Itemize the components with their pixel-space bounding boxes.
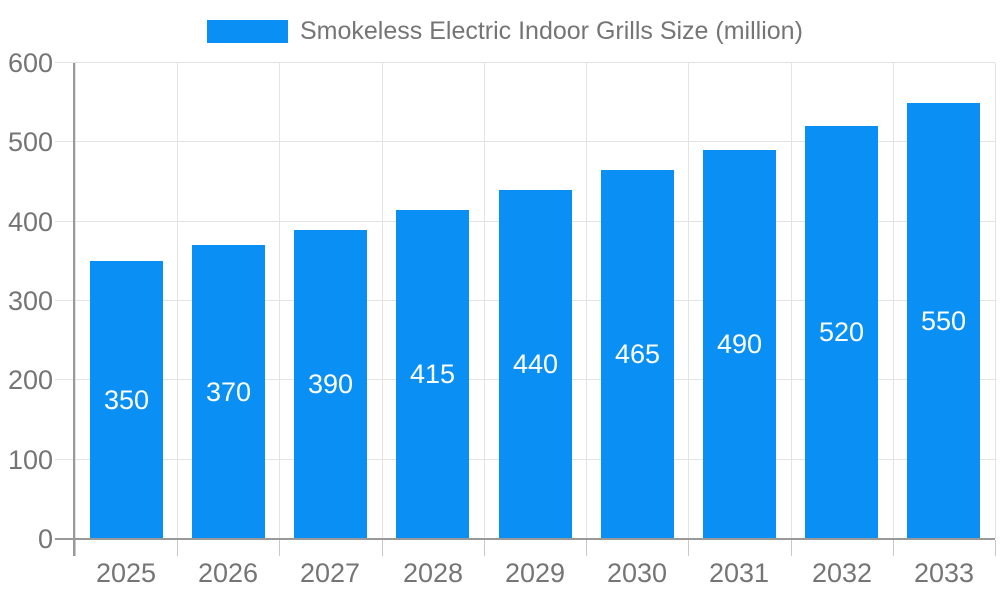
- y-tick-label: 600: [7, 48, 53, 78]
- x-tick-mark: [791, 540, 792, 556]
- x-tick-mark: [75, 540, 76, 556]
- bar[interactable]: 440: [499, 190, 572, 538]
- x-tick-label: 2033: [913, 558, 975, 588]
- x-gridline: [75, 63, 76, 539]
- x-gridline: [586, 63, 587, 539]
- bar[interactable]: 370: [192, 245, 265, 538]
- bar-value-label: 390: [307, 369, 354, 399]
- y-gridline: [55, 62, 995, 63]
- bar[interactable]: 550: [907, 103, 980, 538]
- y-tick-label: 300: [7, 286, 53, 316]
- y-tick-label: 200: [7, 365, 53, 395]
- bar[interactable]: 490: [703, 150, 776, 538]
- x-gridline: [382, 63, 383, 539]
- x-tick-mark: [382, 540, 383, 556]
- bar-value-label: 490: [716, 329, 763, 359]
- x-tick-label: 2029: [504, 558, 566, 588]
- x-tick-mark: [586, 540, 587, 556]
- x-tick-mark: [279, 540, 280, 556]
- y-tick-label: 500: [7, 127, 53, 157]
- x-tick-label: 2025: [95, 558, 157, 588]
- bar-value-label: 440: [512, 349, 559, 379]
- x-gridline: [688, 63, 689, 539]
- bar-value-label: 370: [205, 376, 252, 407]
- x-gridline: [279, 63, 280, 539]
- bar-value-label: 550: [920, 305, 967, 336]
- legend-label: Smokeless Electric Indoor Grills Size (m…: [300, 17, 803, 45]
- x-tick-mark: [688, 540, 689, 556]
- x-gridline: [177, 63, 178, 539]
- x-tick-mark: [177, 540, 178, 556]
- legend-swatch: [207, 19, 288, 43]
- legend[interactable]: Smokeless Electric Indoor Grills Size (m…: [207, 17, 803, 45]
- x-gridline: [893, 63, 894, 539]
- x-tick-mark: [995, 540, 996, 556]
- bar[interactable]: 390: [294, 230, 367, 538]
- x-tick-label: 2031: [708, 558, 770, 588]
- x-gridline: [791, 63, 792, 539]
- x-tick-label: 2028: [402, 558, 464, 588]
- x-gridline: [484, 63, 485, 539]
- y-gridline: [55, 141, 995, 142]
- y-axis-line: [73, 63, 75, 556]
- bar-value-label: 465: [614, 339, 661, 369]
- y-tick-label: 0: [37, 524, 53, 554]
- bar[interactable]: 415: [396, 210, 469, 538]
- x-tick-label: 2026: [197, 558, 259, 588]
- x-axis-line: [55, 538, 995, 540]
- bar[interactable]: 465: [601, 170, 674, 538]
- y-tick-label: 100: [7, 445, 53, 475]
- x-tick-mark: [484, 540, 485, 556]
- x-tick-mark: [893, 540, 894, 556]
- x-gridline: [995, 63, 996, 539]
- x-tick-label: 2027: [299, 558, 361, 588]
- bar-value-label: 520: [818, 317, 865, 347]
- y-tick-label: 400: [7, 207, 53, 237]
- bar-value-label: 350: [103, 384, 150, 415]
- bar[interactable]: 520: [805, 126, 878, 538]
- x-tick-label: 2030: [606, 558, 668, 588]
- bar-value-label: 415: [409, 359, 456, 389]
- bar[interactable]: 350: [90, 261, 163, 538]
- x-tick-label: 2032: [811, 558, 873, 588]
